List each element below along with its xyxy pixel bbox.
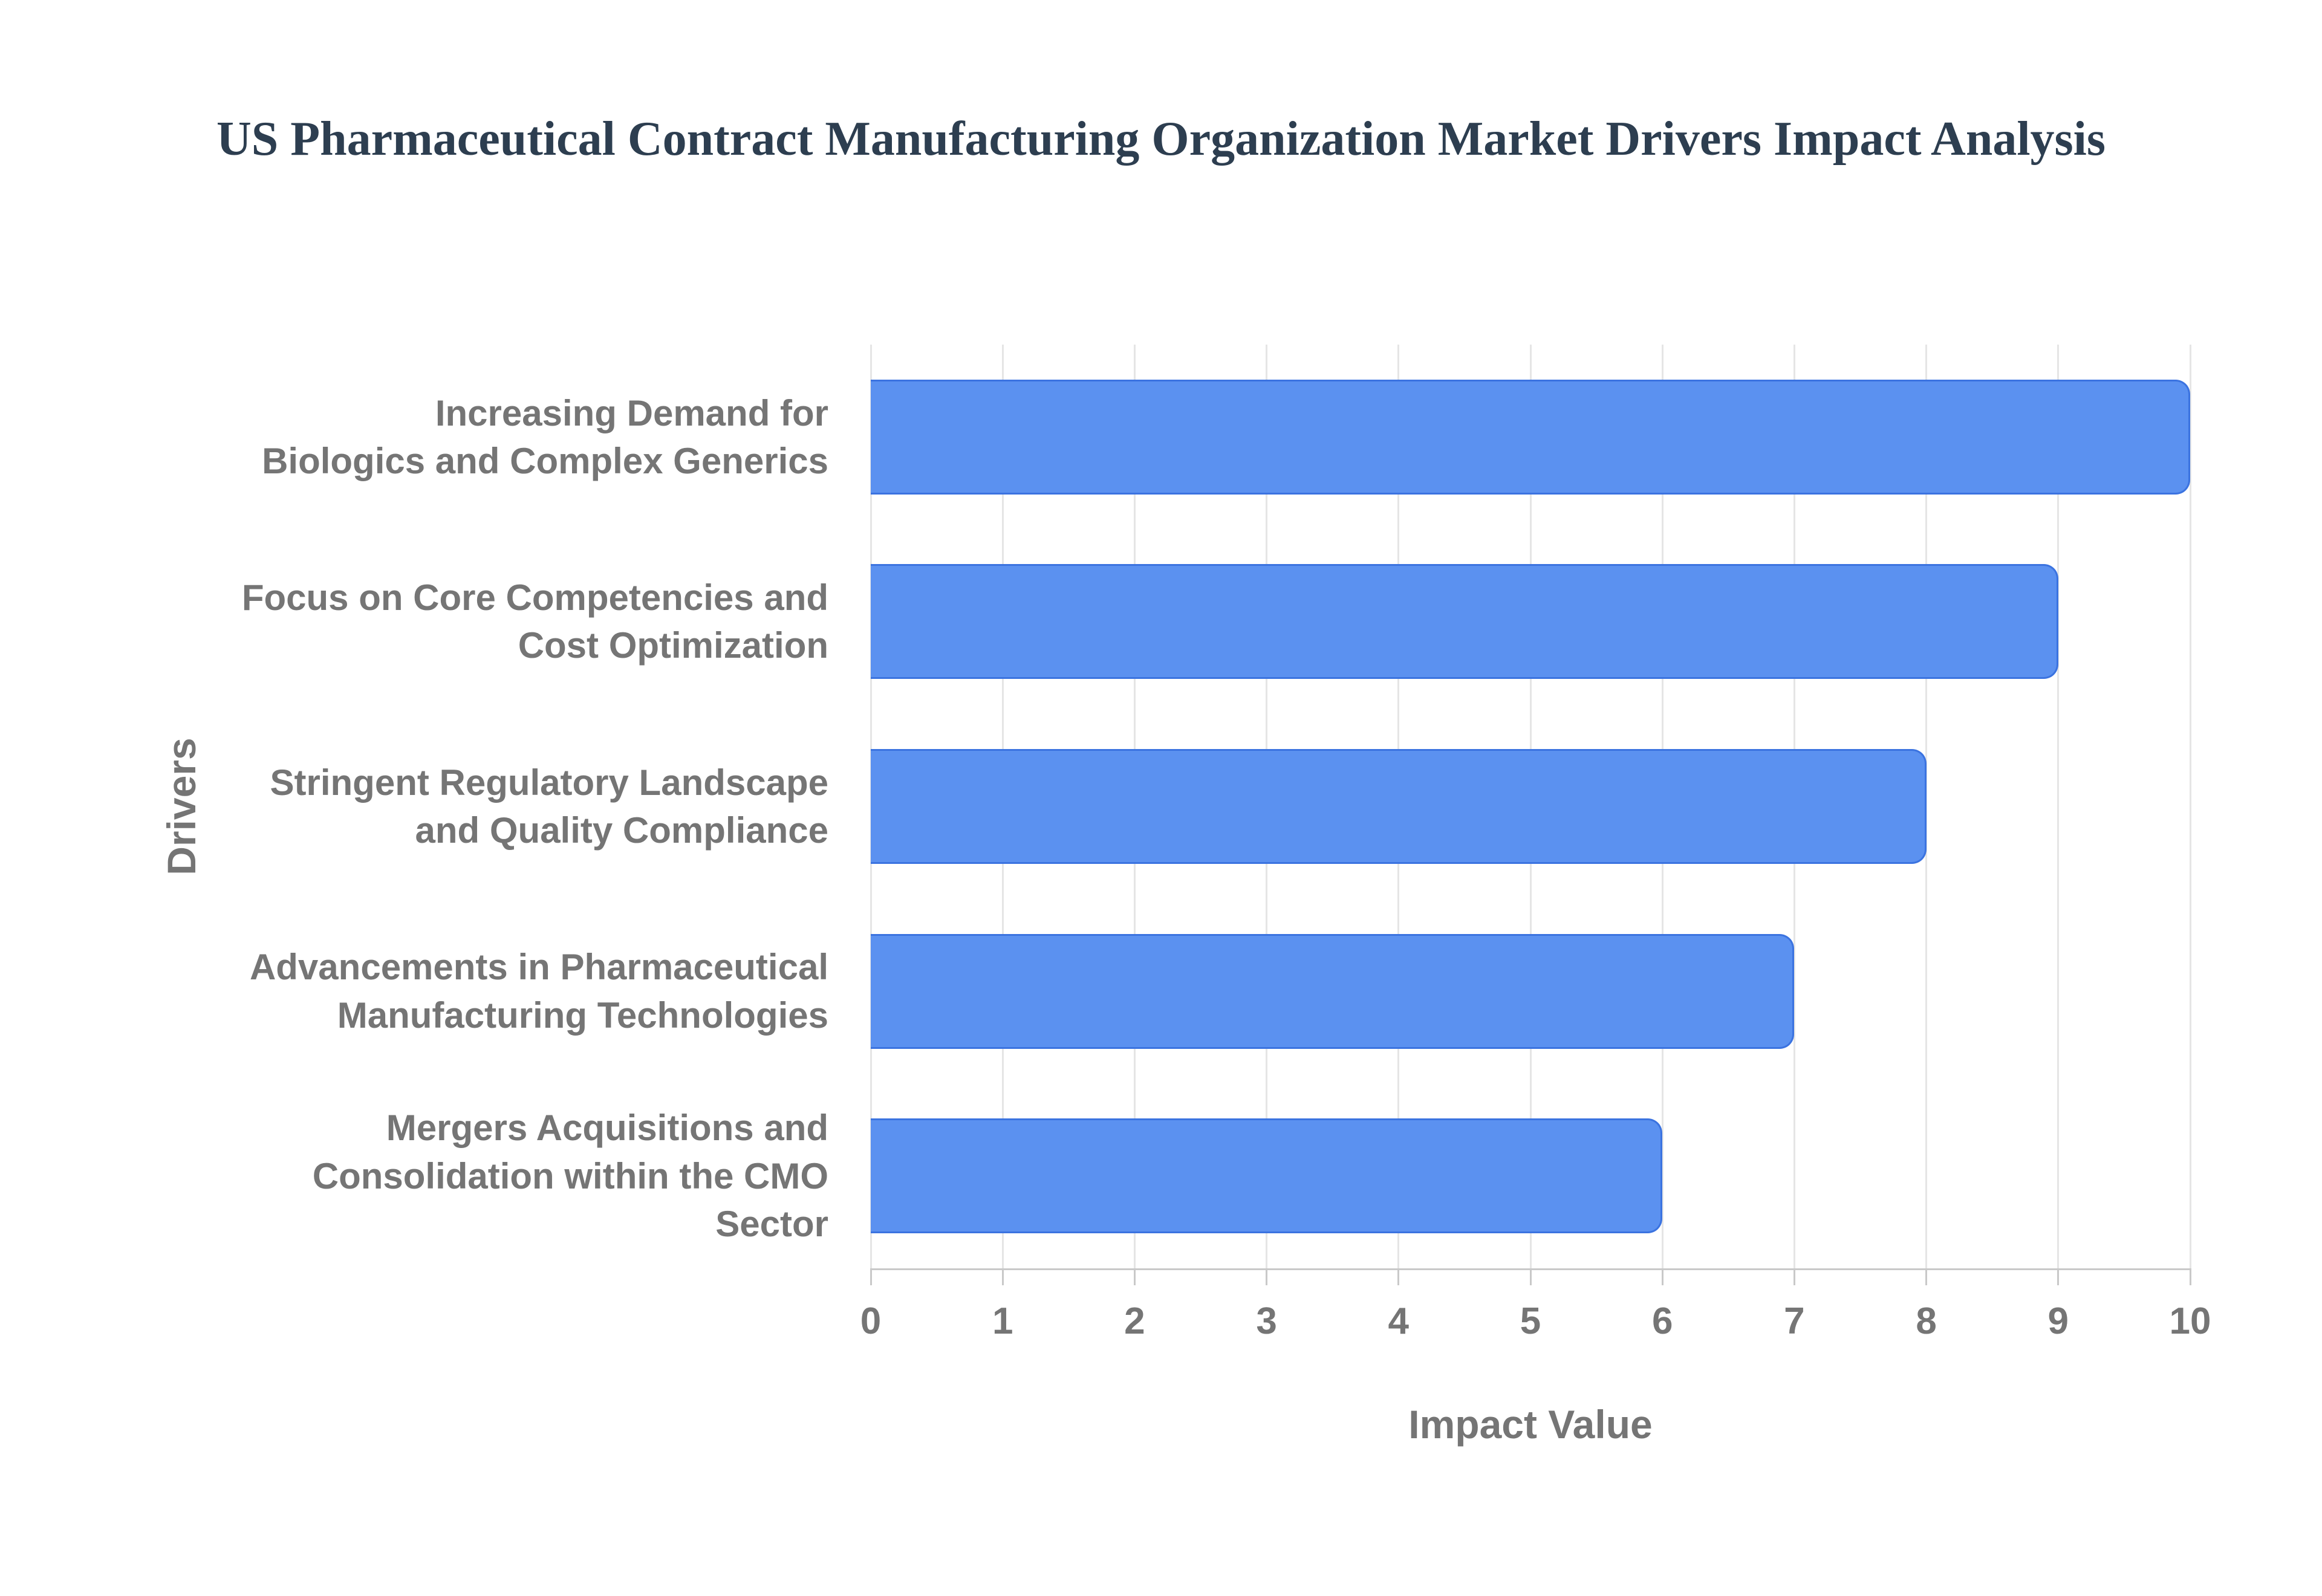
- tick-mark: [2189, 1268, 2191, 1285]
- tick-mark: [1001, 1268, 1004, 1285]
- tick-label: 10: [2169, 1300, 2211, 1342]
- category-label: Focus on Core Competencies and Cost Opti…: [241, 577, 828, 666]
- label-band: Advancements in Pharmaceutical Manufactu…: [0, 899, 849, 1084]
- bar-band: [871, 714, 2190, 899]
- tick-label: 4: [1388, 1300, 1410, 1342]
- bar-band: [871, 345, 2190, 530]
- tick-mark: [1793, 1268, 1795, 1285]
- gridline: [2057, 345, 2060, 1268]
- tick-mark: [1529, 1268, 1532, 1285]
- tick-label: 9: [2047, 1300, 2069, 1342]
- label-band: Focus on Core Competencies and Cost Opti…: [0, 530, 849, 715]
- label-band: Increasing Demand for Biologics and Comp…: [0, 345, 849, 530]
- tick-label: 3: [1256, 1300, 1277, 1342]
- bar-band: [871, 899, 2190, 1084]
- category-label: Mergers Acquisitions and Consolidation w…: [312, 1108, 828, 1244]
- label-band: Mergers Acquisitions and Consolidation w…: [0, 1083, 849, 1268]
- category-label: Increasing Demand for Biologics and Comp…: [262, 392, 828, 481]
- bar[interactable]: [871, 1118, 1663, 1234]
- gridline: [1925, 345, 1928, 1268]
- category-axis: Increasing Demand for Biologics and Comp…: [0, 345, 849, 1268]
- tick-label: 0: [860, 1300, 882, 1342]
- bar[interactable]: [871, 933, 1795, 1049]
- plot-area: 0 1 2 3 4 5 6 7 8 9 10: [860, 345, 2211, 1342]
- tick-mark: [870, 1268, 872, 1285]
- bar-series: [871, 345, 2190, 1268]
- tick-mark: [1925, 1268, 1928, 1285]
- tick-mark: [1397, 1268, 1400, 1285]
- tick-mark: [1133, 1268, 1136, 1285]
- bar[interactable]: [871, 564, 2058, 680]
- x-axis-title: Impact Value: [1408, 1402, 1653, 1447]
- tick-mark: [1661, 1268, 1663, 1285]
- bar[interactable]: [871, 748, 1927, 864]
- tick-label: 7: [1784, 1300, 1805, 1342]
- category-label: Advancements in Pharmaceutical Manufactu…: [249, 947, 828, 1036]
- tick-label: 1: [992, 1300, 1013, 1342]
- label-band: Stringent Regulatory Landscape and Quali…: [0, 714, 849, 899]
- tick-label: 2: [1124, 1300, 1145, 1342]
- tick-label: 8: [1916, 1300, 1937, 1342]
- tick-label: 5: [1520, 1300, 1541, 1342]
- tick-mark: [1266, 1268, 1268, 1285]
- tick-mark: [2057, 1268, 2060, 1285]
- tick-label: 6: [1651, 1300, 1673, 1342]
- bar-band: [871, 530, 2190, 715]
- category-label: Stringent Regulatory Landscape and Quali…: [270, 762, 829, 851]
- bar-band: [871, 1083, 2190, 1268]
- gridline: [2189, 345, 2191, 1268]
- bar[interactable]: [871, 379, 2190, 495]
- chart-title: US Pharmaceutical Contract Manufacturing…: [216, 112, 2106, 166]
